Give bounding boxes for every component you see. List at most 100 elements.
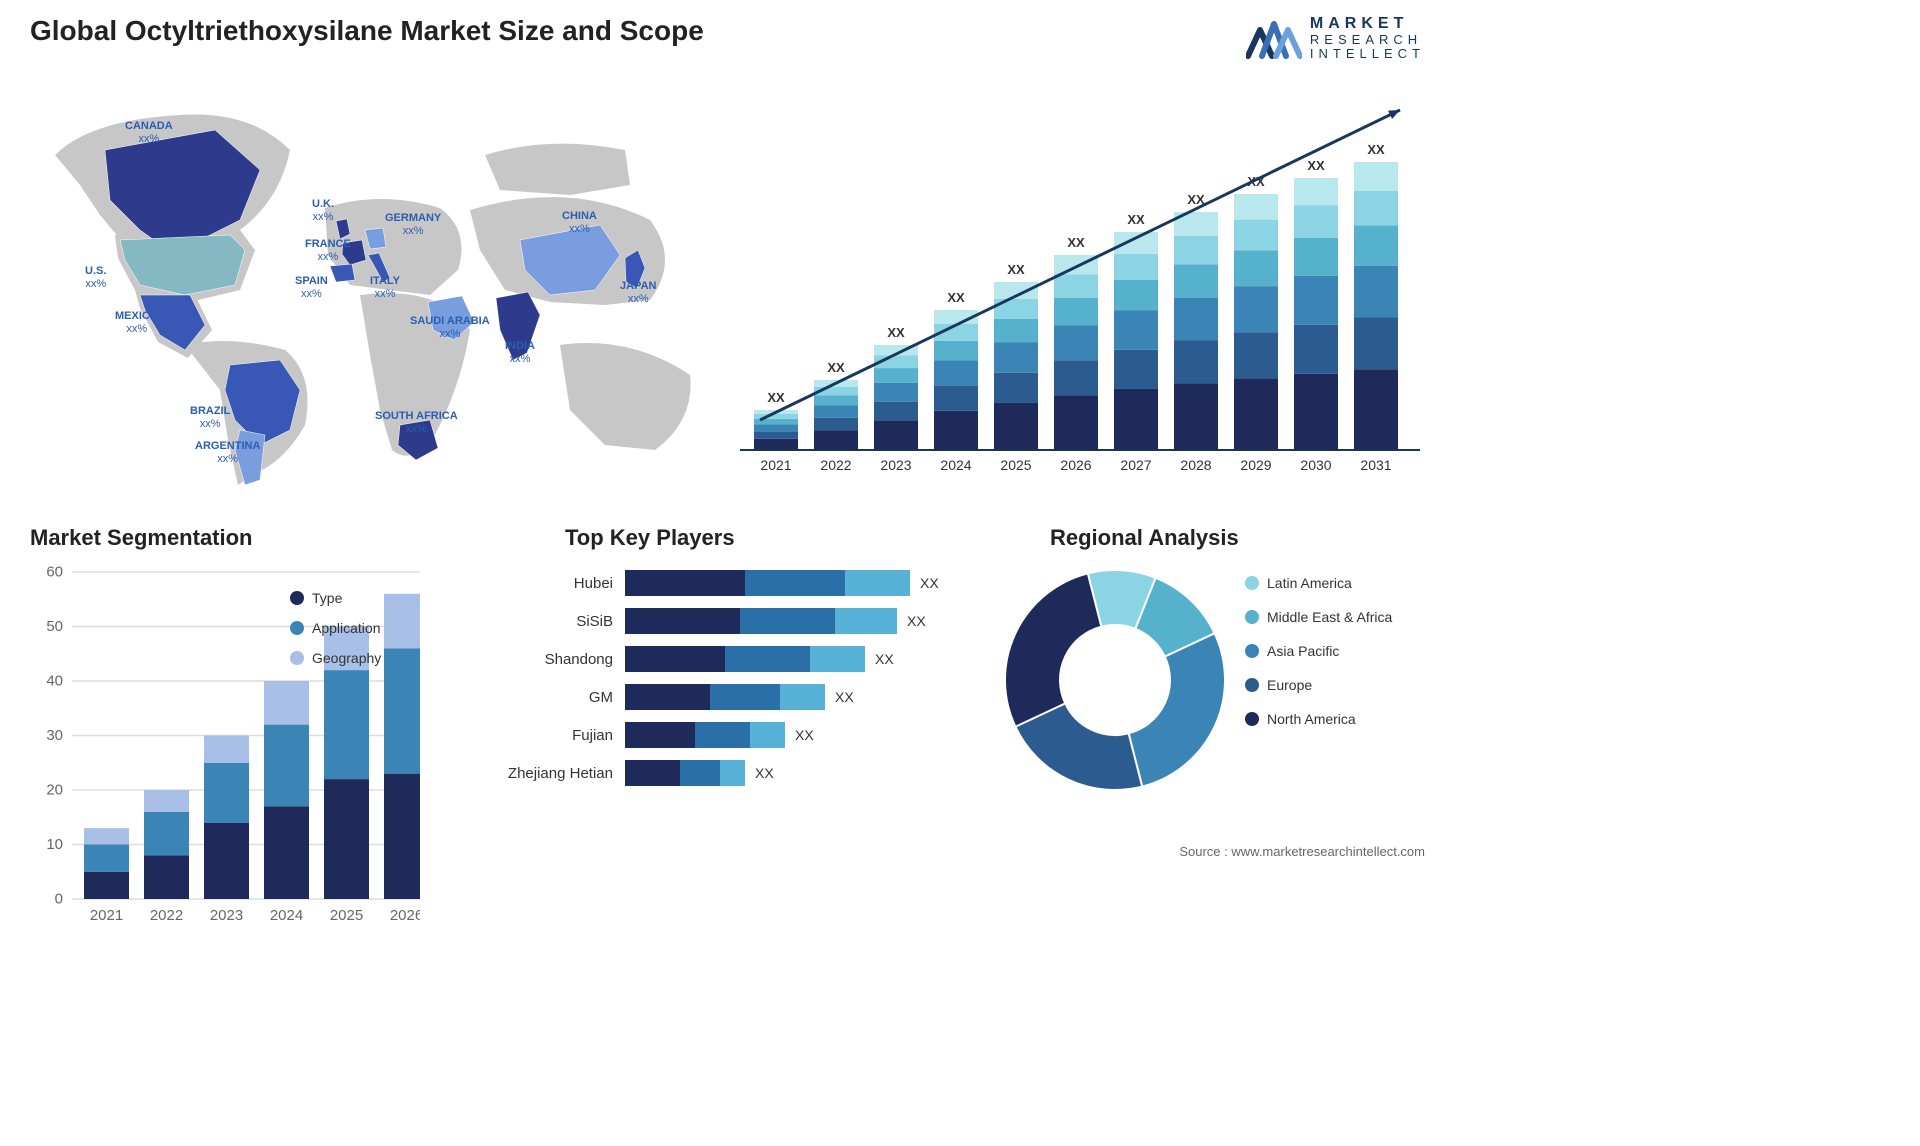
player-label: GM xyxy=(480,689,625,706)
svg-text:2030: 2030 xyxy=(1300,457,1331,473)
player-label: Zhejiang Hetian xyxy=(480,765,625,782)
player-bar-segment xyxy=(625,646,725,672)
map-label-spain: SPAINxx% xyxy=(295,275,328,301)
map-label-germany: GERMANYxx% xyxy=(385,212,441,238)
svg-text:2025: 2025 xyxy=(1000,457,1031,473)
players-title: Top Key Players xyxy=(565,525,735,551)
player-bar-segment xyxy=(680,760,720,786)
region-legend-middle-east---africa: Middle East & Africa xyxy=(1245,609,1392,625)
legend-label: Europe xyxy=(1267,677,1312,693)
logo-text: MARKET RESEARCH INTELLECT xyxy=(1310,15,1425,61)
svg-text:2021: 2021 xyxy=(90,907,123,924)
svg-text:40: 40 xyxy=(46,673,63,690)
players-chart: HubeiXXSiSiBXXShandongXXGMXXFujianXXZhej… xyxy=(480,565,960,825)
player-bar-segment xyxy=(780,684,825,710)
svg-text:2024: 2024 xyxy=(940,457,971,473)
player-bar-segment xyxy=(710,684,780,710)
map-label-southafrica: SOUTH AFRICAxx% xyxy=(375,410,458,436)
svg-text:2025: 2025 xyxy=(330,907,363,924)
player-bar: XX xyxy=(625,760,960,786)
map-label-us: U.S.xx% xyxy=(85,265,106,291)
legend-label: Latin America xyxy=(1267,575,1352,591)
player-row: Hubei XX xyxy=(480,565,960,601)
svg-text:20: 20 xyxy=(46,782,63,799)
svg-text:0: 0 xyxy=(55,891,63,908)
player-row: FujianXX xyxy=(480,717,960,753)
map-label-china: CHINAxx% xyxy=(562,210,597,236)
svg-text:XX: XX xyxy=(1367,142,1385,157)
segmentation-legend: Type Application Geography xyxy=(290,590,381,666)
svg-text:50: 50 xyxy=(46,618,63,635)
svg-text:XX: XX xyxy=(767,390,785,405)
growth-bar-chart: XX2021XX2022XX2023XX2024XX2025XX2026XX20… xyxy=(740,90,1420,490)
player-bar-segment xyxy=(740,608,835,634)
logo-line2: RESEARCH xyxy=(1310,33,1425,47)
region-legend-europe: Europe xyxy=(1245,677,1392,693)
map-label-italy: ITALYxx% xyxy=(370,275,400,301)
legend-label: Type xyxy=(312,590,342,606)
map-label-uk: U.K.xx% xyxy=(312,198,334,224)
player-row: Zhejiang Hetian XX xyxy=(480,755,960,791)
svg-text:XX: XX xyxy=(1067,235,1085,250)
svg-text:2023: 2023 xyxy=(880,457,911,473)
svg-text:2023: 2023 xyxy=(210,907,243,924)
player-label: Hubei xyxy=(480,575,625,592)
legend-label: Middle East & Africa xyxy=(1267,609,1392,625)
logo-mark-icon xyxy=(1246,16,1302,60)
legend-swatch-icon xyxy=(1245,576,1259,590)
map-label-argentina: ARGENTINAxx% xyxy=(195,440,260,466)
player-value: XX xyxy=(907,613,926,629)
legend-swatch-icon xyxy=(1245,712,1259,726)
regional-title: Regional Analysis xyxy=(1050,525,1239,551)
player-bar-segment xyxy=(625,722,695,748)
svg-text:2031: 2031 xyxy=(1360,457,1391,473)
player-value: XX xyxy=(835,689,854,705)
svg-text:XX: XX xyxy=(887,325,905,340)
logo-line1: MARKET xyxy=(1310,15,1425,33)
legend-label: Geography xyxy=(312,650,381,666)
svg-text:XX: XX xyxy=(1127,212,1145,227)
svg-text:XX: XX xyxy=(1007,262,1025,277)
source-attribution: Source : www.marketresearchintellect.com xyxy=(1179,844,1425,859)
svg-text:30: 30 xyxy=(46,727,63,744)
player-row: SiSiBXX xyxy=(480,603,960,639)
region-legend-north-america: North America xyxy=(1245,711,1392,727)
player-bar-segment xyxy=(750,722,785,748)
map-label-france: FRANCExx% xyxy=(305,238,351,264)
player-value: XX xyxy=(875,651,894,667)
region-legend-asia-pacific: Asia Pacific xyxy=(1245,643,1392,659)
legend-label: Application xyxy=(312,620,381,636)
player-bar: XX xyxy=(625,646,960,672)
map-label-saudiarabia: SAUDI ARABIAxx% xyxy=(410,315,490,341)
regional-donut xyxy=(995,560,1235,800)
player-bar: XX xyxy=(625,570,960,596)
player-bar-segment xyxy=(745,570,845,596)
map-label-canada: CANADAxx% xyxy=(125,120,173,146)
legend-label: Asia Pacific xyxy=(1267,643,1339,659)
player-label: Fujian xyxy=(480,727,625,744)
segmentation-title: Market Segmentation xyxy=(30,525,253,551)
svg-text:2027: 2027 xyxy=(1120,457,1151,473)
player-value: XX xyxy=(755,765,774,781)
player-bar-segment xyxy=(720,760,745,786)
logo-line3: INTELLECT xyxy=(1310,47,1425,61)
legend-swatch-icon xyxy=(1245,678,1259,692)
player-value: XX xyxy=(920,575,939,591)
player-bar: XX xyxy=(625,722,960,748)
svg-text:XX: XX xyxy=(947,290,965,305)
svg-text:XX: XX xyxy=(1307,158,1325,173)
svg-text:60: 60 xyxy=(46,564,63,581)
world-map: CANADAxx%U.S.xx%MEXICOxx%BRAZILxx%ARGENT… xyxy=(30,90,710,490)
player-bar-segment xyxy=(625,608,740,634)
map-label-japan: JAPANxx% xyxy=(620,280,656,306)
legend-swatch-icon xyxy=(290,591,304,605)
legend-label: North America xyxy=(1267,711,1356,727)
player-bar-segment xyxy=(625,760,680,786)
player-bar-segment xyxy=(725,646,810,672)
svg-text:2026: 2026 xyxy=(390,907,420,924)
svg-text:2028: 2028 xyxy=(1180,457,1211,473)
svg-text:2024: 2024 xyxy=(270,907,303,924)
seg-legend-application: Application xyxy=(290,620,381,636)
legend-swatch-icon xyxy=(1245,644,1259,658)
seg-legend-geography: Geography xyxy=(290,650,381,666)
